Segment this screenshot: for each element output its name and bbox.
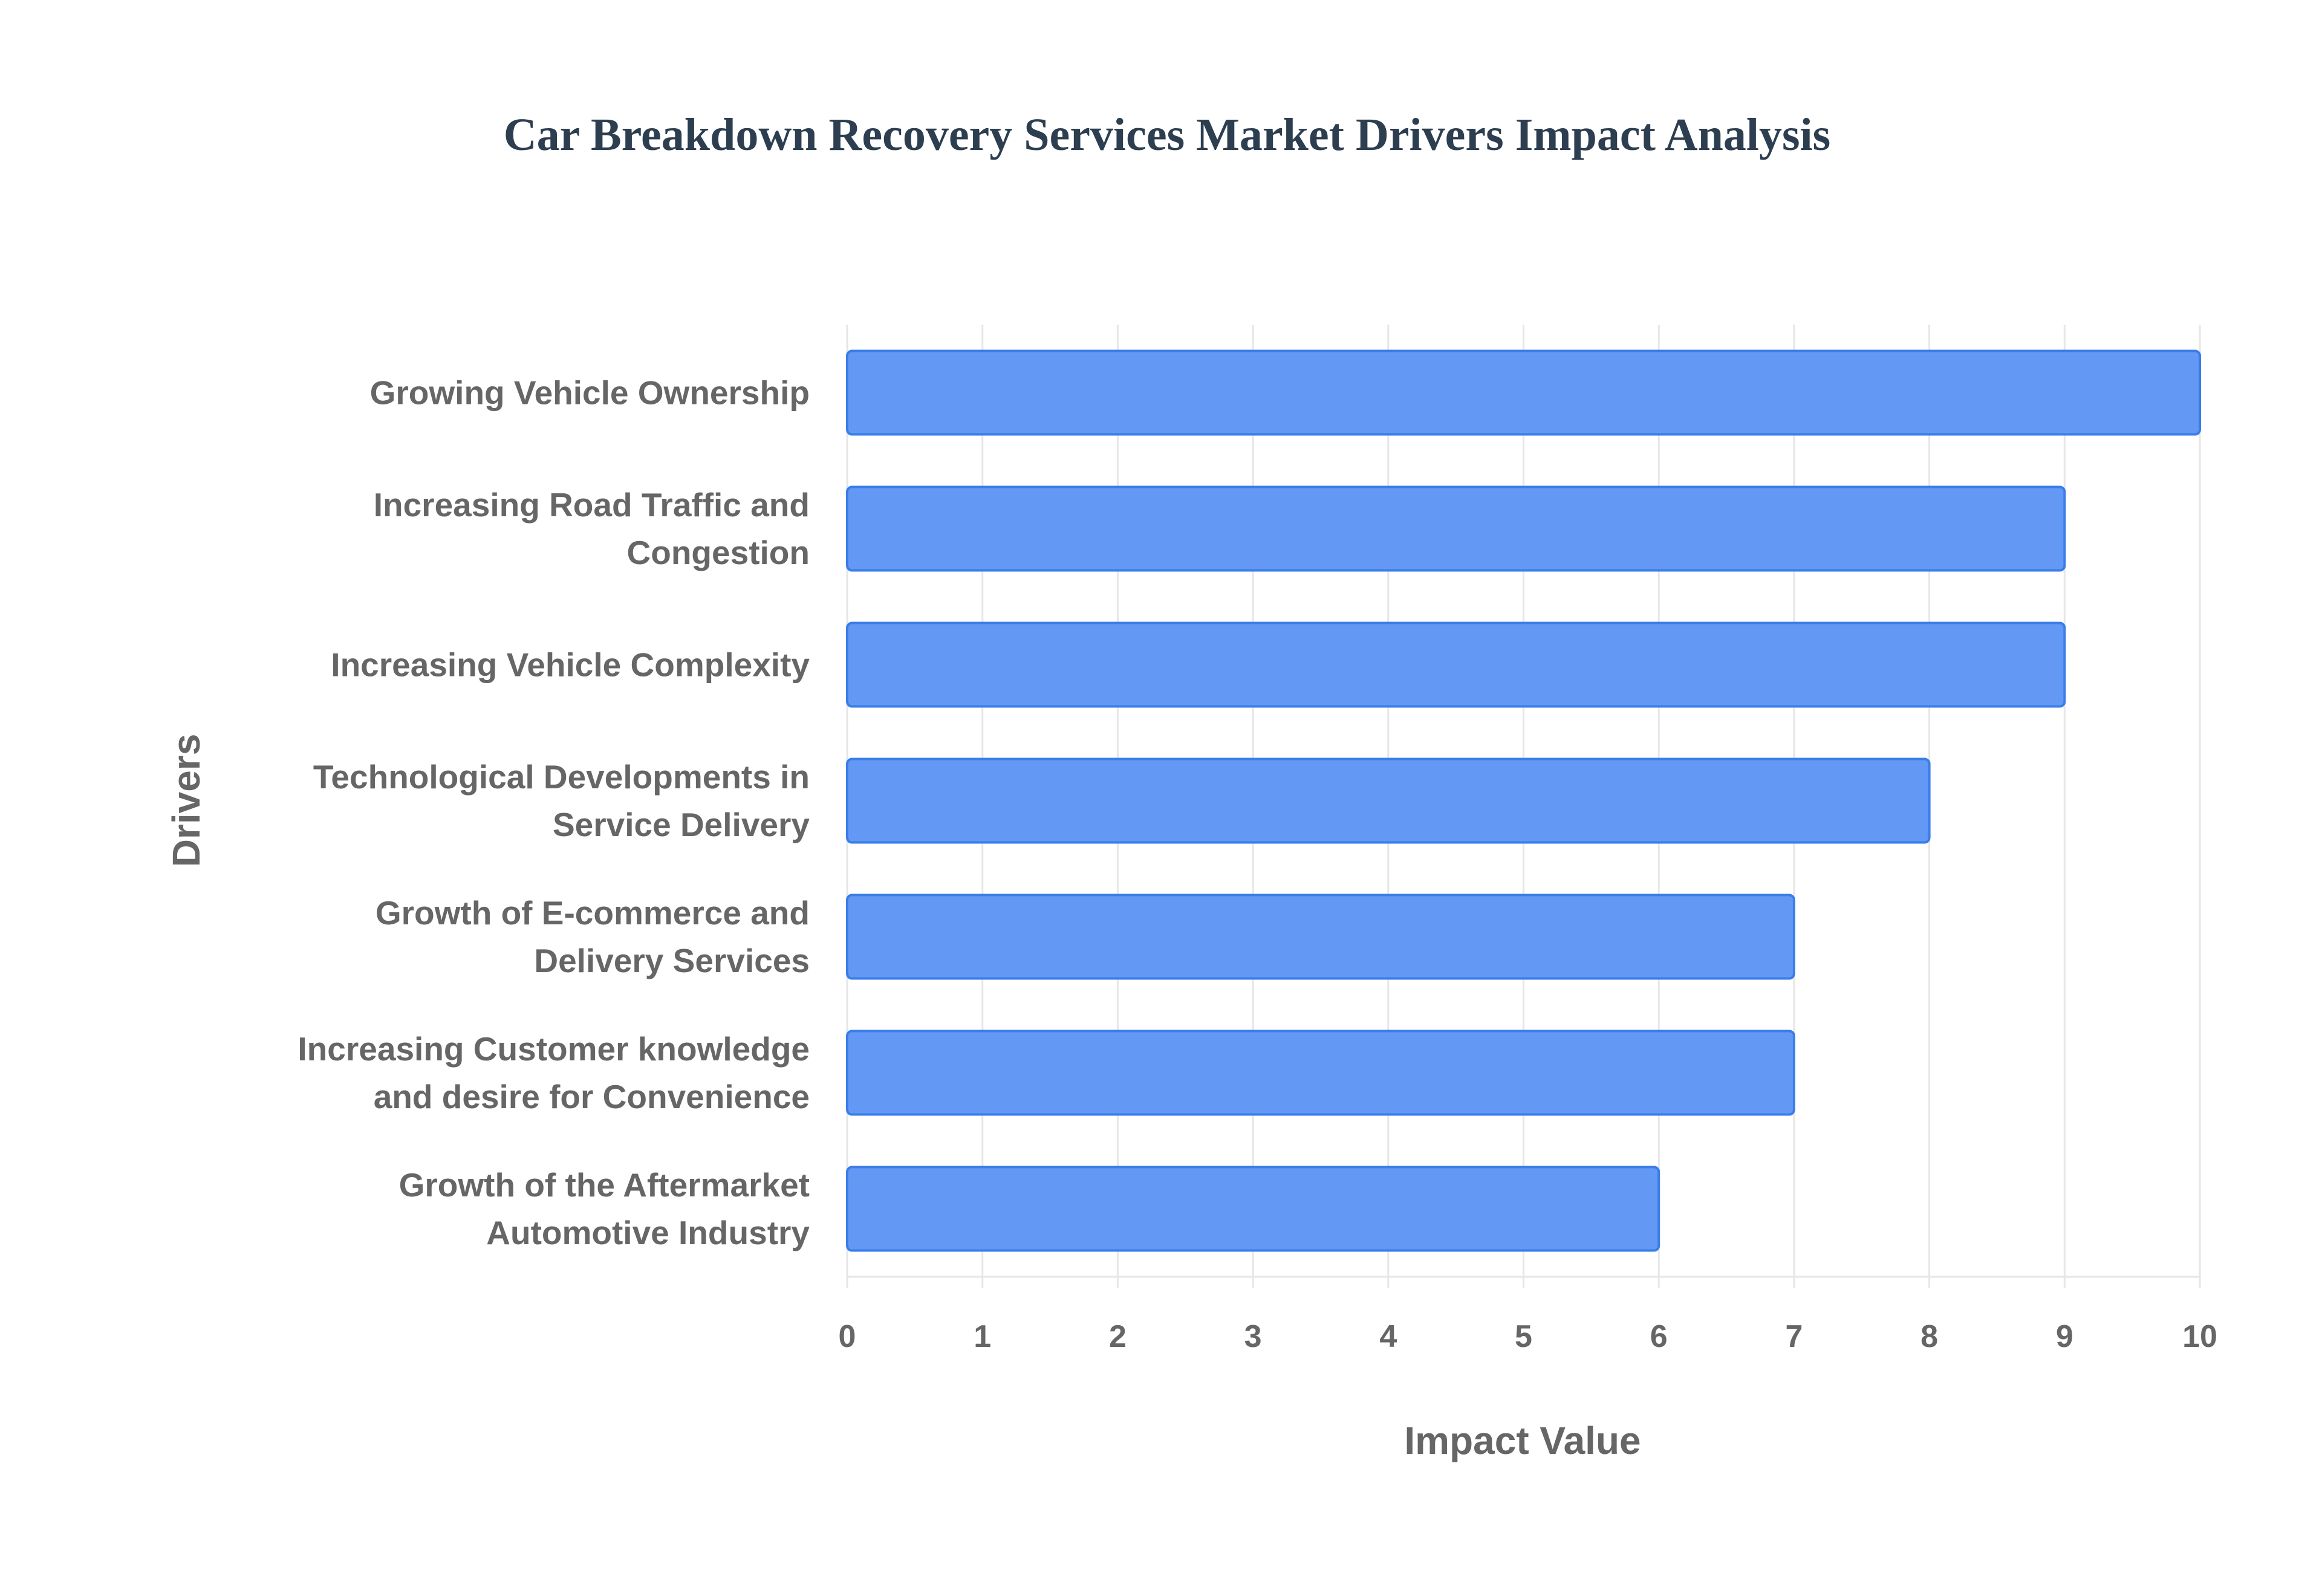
category-label: Growth of E-commerce and — [376, 894, 810, 932]
x-tick-label: 7 — [1785, 1319, 1803, 1354]
category-label: Congestion — [627, 534, 810, 571]
x-tick-label: 6 — [1650, 1319, 1668, 1354]
x-tick-label: 5 — [1515, 1319, 1532, 1354]
x-tick-label: 0 — [839, 1319, 856, 1354]
bar — [846, 621, 2066, 708]
category-label: Delivery Services — [534, 942, 810, 979]
x-tick-label: 4 — [1379, 1319, 1397, 1354]
bar — [846, 485, 2066, 572]
category-label: Increasing Vehicle Complexity — [331, 646, 810, 684]
y-axis-title: Drivers — [164, 734, 208, 868]
category-label: Growing Vehicle Ownership — [370, 374, 810, 412]
x-tick-label: 9 — [2056, 1319, 2073, 1354]
category-label: Increasing Road Traffic and — [374, 486, 810, 524]
bar — [846, 349, 2201, 436]
category-label: Technological Developments in — [313, 758, 810, 796]
bar — [846, 1166, 1660, 1252]
bar — [846, 757, 1931, 844]
category-label: and desire for Convenience — [374, 1078, 810, 1115]
x-tick-label: 1 — [974, 1319, 991, 1354]
x-tick-label: 8 — [1920, 1319, 1938, 1354]
category-label: Automotive Industry — [486, 1214, 810, 1251]
x-tick-label: 2 — [1109, 1319, 1127, 1354]
chart-title: Car Breakdown Recovery Services Market D… — [503, 109, 1831, 160]
bar — [846, 1030, 1795, 1116]
x-tick-label: 3 — [1244, 1319, 1262, 1354]
category-label: Increasing Customer knowledge — [298, 1030, 810, 1068]
x-axis-title: Impact Value — [1404, 1419, 1641, 1462]
category-label: Service Delivery — [553, 806, 810, 843]
x-tick-label: 10 — [2182, 1319, 2217, 1354]
bar — [846, 894, 1795, 980]
category-label: Growth of the Aftermarket — [399, 1166, 810, 1204]
